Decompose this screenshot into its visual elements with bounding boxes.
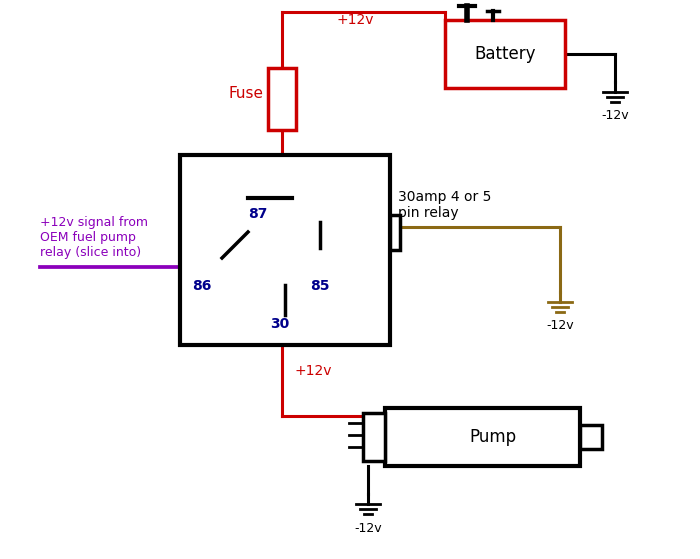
Text: Pump: Pump: [469, 428, 516, 446]
Text: 85: 85: [310, 279, 330, 293]
Text: -12v: -12v: [354, 522, 382, 535]
Bar: [390, 215, 400, 250]
Text: +12v: +12v: [294, 364, 332, 378]
Text: -12v: -12v: [601, 109, 629, 122]
Text: 30amp 4 or 5
pin relay: 30amp 4 or 5 pin relay: [398, 190, 491, 220]
Text: 86: 86: [192, 279, 211, 293]
Bar: [580, 425, 602, 449]
Bar: [385, 408, 580, 466]
Text: 30: 30: [270, 317, 289, 331]
Text: Battery: Battery: [475, 45, 536, 63]
Bar: [180, 155, 390, 345]
Text: +12v: +12v: [336, 13, 374, 27]
Text: Fuse: Fuse: [228, 87, 263, 102]
Text: 87: 87: [248, 207, 267, 221]
Text: +12v signal from
OEM fuel pump
relay (slice into): +12v signal from OEM fuel pump relay (sl…: [40, 216, 148, 259]
Text: -12v: -12v: [546, 319, 574, 332]
Bar: [268, 68, 296, 130]
Bar: [445, 20, 565, 88]
Bar: [363, 413, 385, 461]
